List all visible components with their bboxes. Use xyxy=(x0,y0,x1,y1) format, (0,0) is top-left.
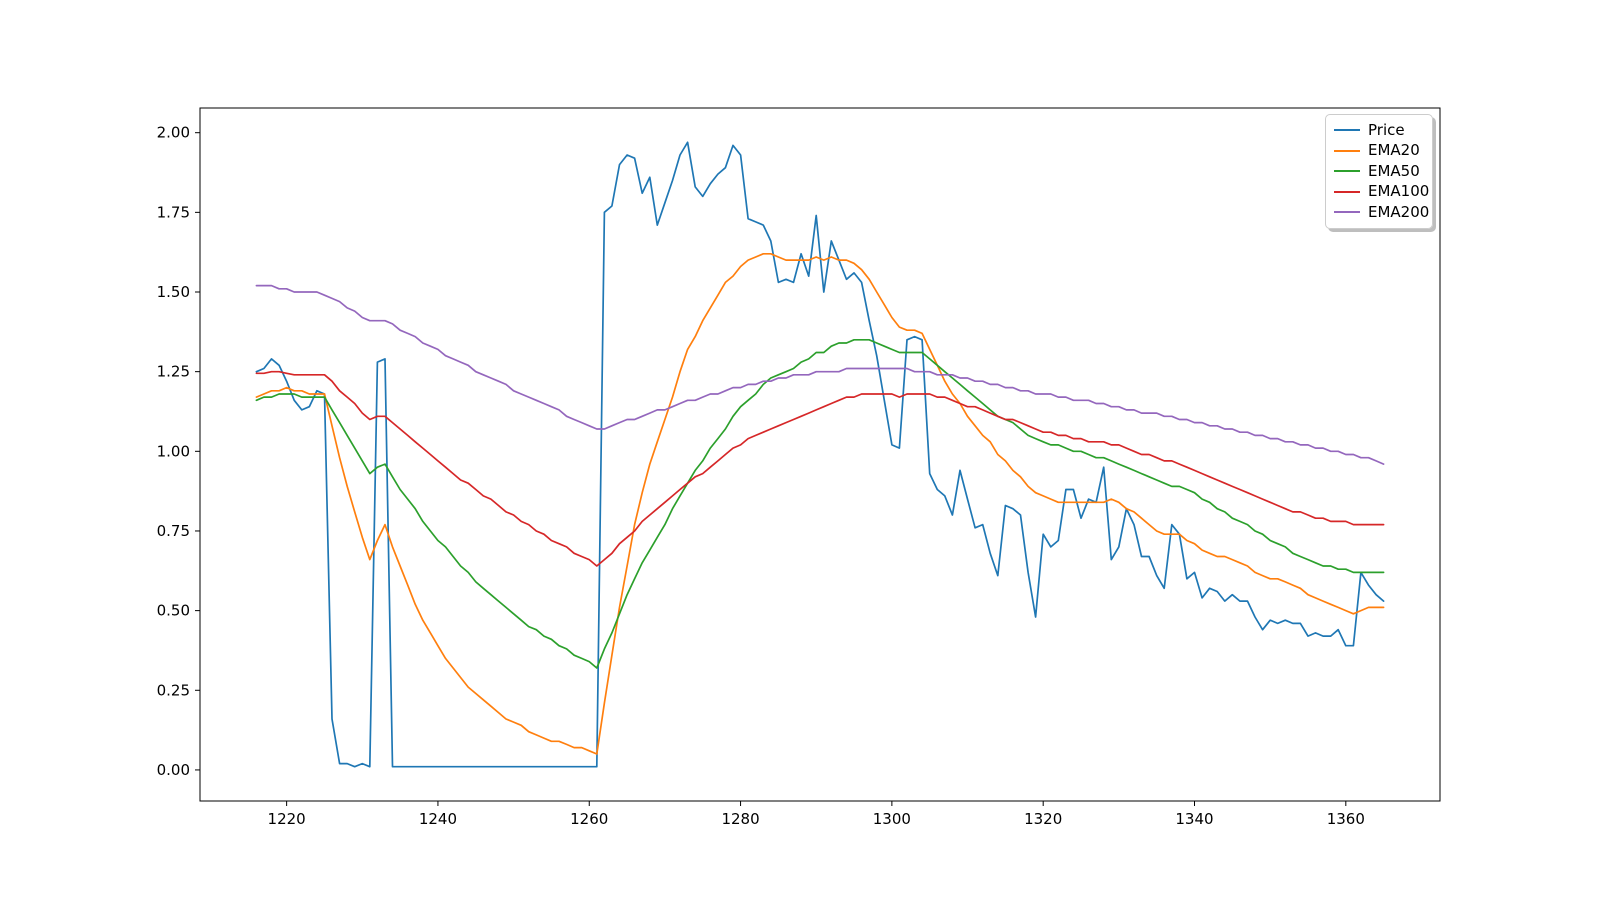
series-line-price xyxy=(255,141,1385,768)
legend-item-price: Price xyxy=(1334,120,1424,141)
legend-label-ema50: EMA50 xyxy=(1368,161,1420,180)
x-axis-tick-label: 1280 xyxy=(721,810,759,828)
x-axis-tick-label: 1220 xyxy=(268,810,306,828)
legend-label-ema200: EMA200 xyxy=(1368,202,1430,221)
legend-label-ema100: EMA100 xyxy=(1368,182,1430,201)
legend-item-ema200: EMA200 xyxy=(1334,202,1429,223)
y-axis-tick-label: 0.25 xyxy=(157,681,190,699)
series-line-ema100 xyxy=(255,370,1385,567)
legend-item-ema50: EMA50 xyxy=(1334,161,1424,182)
legend: Price EMA20 EMA50 EMA100 EMA200 xyxy=(1325,114,1433,229)
x-axis-tick-label: 1340 xyxy=(1175,810,1213,828)
legend-item-ema100: EMA100 xyxy=(1334,182,1429,203)
legend-line-swatch-ema20 xyxy=(1334,149,1360,152)
legend-line-swatch-ema100 xyxy=(1334,190,1360,193)
axes-border xyxy=(199,107,1441,802)
y-axis-tick-label: 1.50 xyxy=(157,283,190,301)
y-axis-tick-label: 1.00 xyxy=(157,442,190,460)
x-axis-tick-label: 1260 xyxy=(570,810,608,828)
y-axis-tick-label: 0.50 xyxy=(157,602,190,620)
x-axis-tick-label: 1240 xyxy=(419,810,457,828)
legend-label-ema20: EMA20 xyxy=(1368,141,1420,160)
series-line-ema50 xyxy=(255,338,1385,669)
legend-item-ema20: EMA20 xyxy=(1334,141,1424,162)
y-axis-tick-label: 0.00 xyxy=(157,761,190,779)
legend-line-swatch-price xyxy=(1334,129,1360,132)
y-axis-tick-label: 1.75 xyxy=(157,203,190,221)
legend-line-swatch-ema200 xyxy=(1334,211,1360,214)
y-axis-tick-label: 1.25 xyxy=(157,363,190,381)
x-axis-tick-label: 1360 xyxy=(1327,810,1365,828)
legend-line-swatch-ema50 xyxy=(1334,170,1360,173)
series-line-ema200 xyxy=(255,284,1385,465)
x-axis-tick-label: 1300 xyxy=(873,810,911,828)
legend-label-price: Price xyxy=(1368,120,1405,139)
y-axis-tick-label: 2.00 xyxy=(157,124,190,142)
x-axis-tick-label: 1320 xyxy=(1024,810,1062,828)
y-axis-tick-label: 0.75 xyxy=(157,522,190,540)
series-line-ema20 xyxy=(255,252,1385,755)
